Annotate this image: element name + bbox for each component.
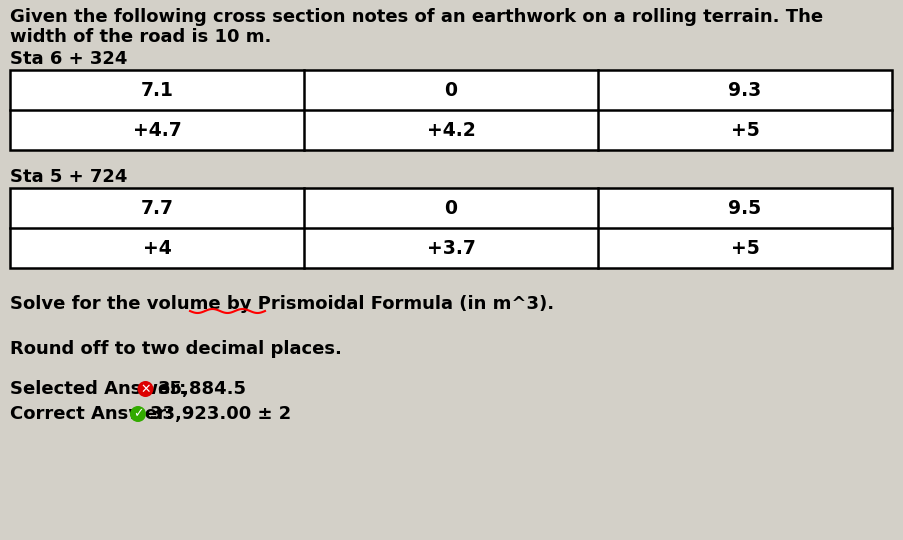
Circle shape — [130, 406, 146, 422]
Circle shape — [137, 381, 154, 397]
Text: 9.3: 9.3 — [728, 80, 761, 99]
Text: Given the following cross section notes of an earthwork on a rolling terrain. Th: Given the following cross section notes … — [10, 8, 823, 26]
Bar — [10, 188, 891, 268]
Text: 33,923.00 ± 2: 33,923.00 ± 2 — [150, 405, 291, 423]
Text: 35,884.5: 35,884.5 — [157, 380, 247, 398]
Text: ✕: ✕ — [140, 382, 151, 395]
Text: Sta 6 + 324: Sta 6 + 324 — [10, 50, 127, 68]
Text: Round off to two decimal places.: Round off to two decimal places. — [10, 340, 341, 358]
Text: Correct Answer:: Correct Answer: — [10, 405, 179, 423]
Text: ✓: ✓ — [133, 408, 143, 421]
Text: +4.2: +4.2 — [426, 120, 475, 139]
Text: +4: +4 — [143, 239, 172, 258]
Bar — [10, 70, 891, 150]
Text: Sta 5 + 724: Sta 5 + 724 — [10, 168, 127, 186]
Text: 0: 0 — [444, 199, 457, 218]
Text: 9.5: 9.5 — [728, 199, 760, 218]
Text: 7.1: 7.1 — [140, 80, 173, 99]
Text: +5: +5 — [730, 120, 759, 139]
Text: width of the road is 10 m.: width of the road is 10 m. — [10, 28, 271, 46]
Text: 7.7: 7.7 — [140, 199, 173, 218]
Text: +4.7: +4.7 — [133, 120, 182, 139]
Text: +3.7: +3.7 — [426, 239, 475, 258]
Text: Selected Answer:: Selected Answer: — [10, 380, 192, 398]
Text: Solve for the volume by Prismoidal Formula (in m^3).: Solve for the volume by Prismoidal Formu… — [10, 295, 554, 313]
Text: 0: 0 — [444, 80, 457, 99]
Text: +5: +5 — [730, 239, 759, 258]
